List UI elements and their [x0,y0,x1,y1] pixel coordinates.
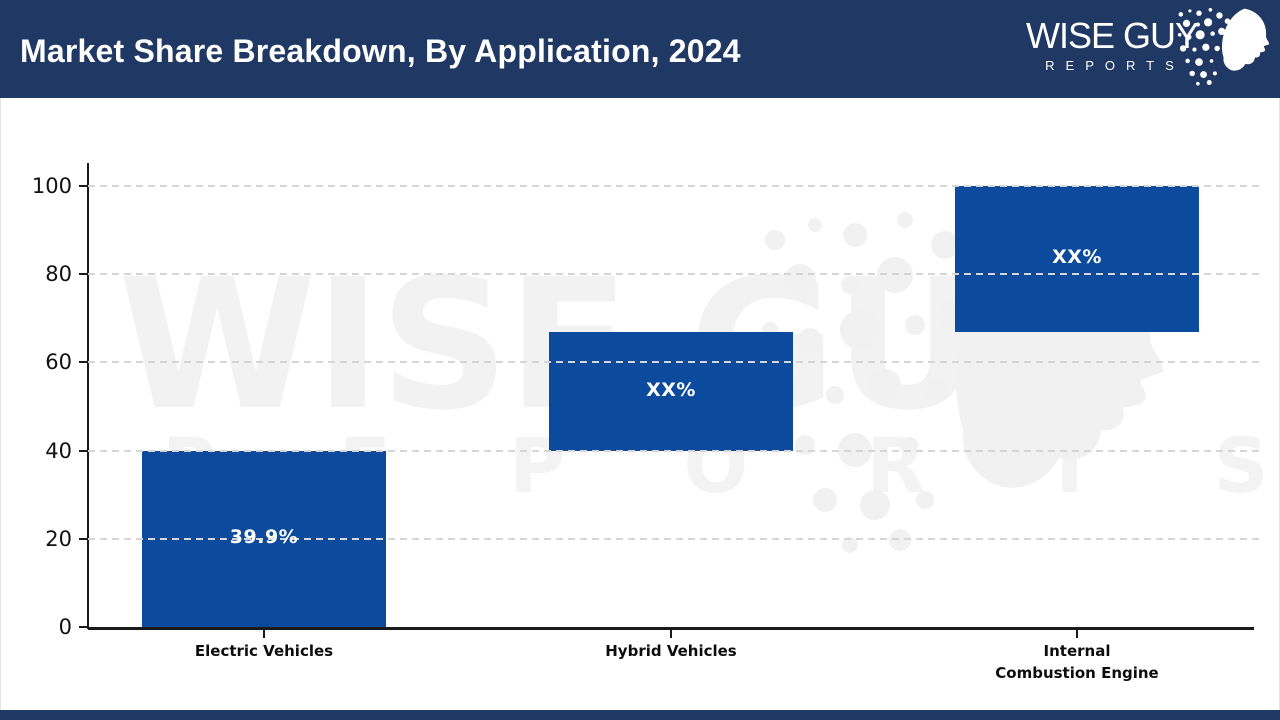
gridline [88,449,1262,452]
x-axis-category-label: Electric Vehicles [194,642,334,660]
brand-logo-subtitle: REPORTS [1045,58,1185,73]
brand-logo: WISE GUY REPORTS [1025,15,1199,74]
y-axis-tick [79,537,87,540]
x-axis-tick [670,630,672,638]
bar-segment [549,331,793,452]
gridline [88,273,1262,276]
y-axis-tick [79,273,87,276]
y-axis-tick-label: 20 [45,526,72,551]
y-axis-tick-label: 60 [45,350,72,375]
x-axis-spine [88,627,1254,630]
x-axis-tick [1076,630,1078,638]
y-axis-tick [79,361,87,364]
y-axis-tick [79,626,87,628]
gridline [88,185,1262,187]
y-axis-tick-label: 100 [31,174,72,198]
brand-logo-wordmark: WISE GUY [1025,15,1199,56]
bar-value-label: XX% [1052,245,1102,268]
y-axis-tick-label: 80 [45,262,72,287]
header-band: Market Share Breakdown, By Application, … [0,0,1280,98]
y-axis-tick-label: 40 [45,438,72,463]
x-axis-category-label: Internal Combustion Engine [995,642,1159,682]
gridline [88,537,1262,540]
y-axis-tick-label: 0 [58,615,72,639]
bar-value-label: XX% [646,378,696,401]
x-axis-tick [263,630,265,638]
x-axis-category-label: Hybrid Vehicles [605,642,737,660]
bar-value-label: 39.9% [229,526,299,549]
y-axis-tick [79,185,87,187]
bar-segment [955,186,1199,332]
brand-logo-face-icon [1177,7,1270,86]
gridline [88,361,1262,364]
footer-band [0,710,1280,720]
y-axis-spine [87,163,89,629]
y-axis-tick [79,449,87,452]
chart-title: Market Share Breakdown, By Application, … [20,33,741,69]
